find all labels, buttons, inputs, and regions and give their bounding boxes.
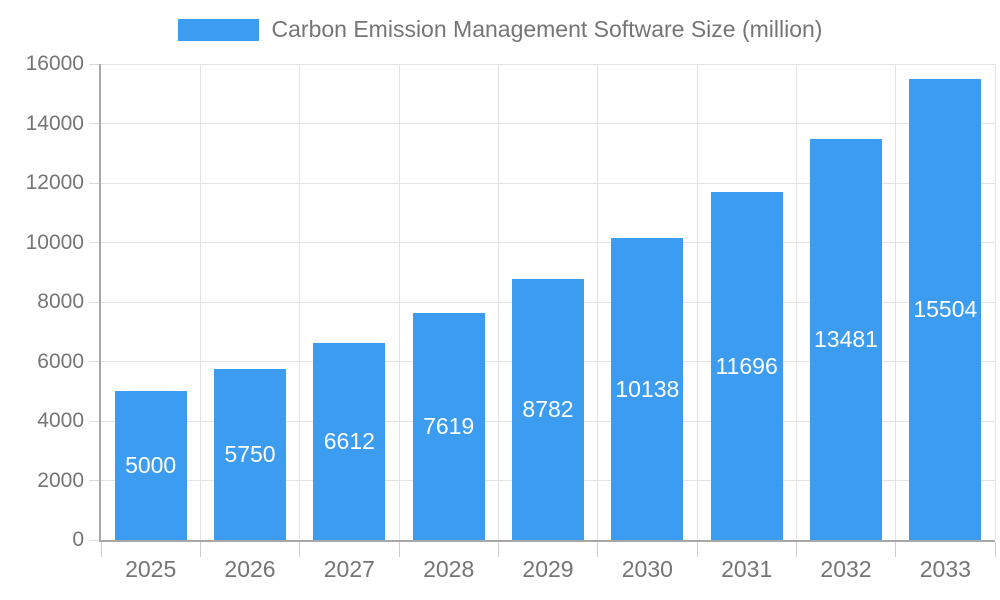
bar-value-label: 15504 xyxy=(913,295,978,322)
x-axis-tick-label: 2029 xyxy=(522,556,574,582)
y-axis-tick-label: 2000 xyxy=(37,468,84,492)
legend-swatch-icon xyxy=(177,18,259,41)
y-axis-tick-label: 16000 xyxy=(25,52,84,75)
bar-value-label: 5750 xyxy=(224,440,276,467)
bar-value-label: 10138 xyxy=(615,375,680,402)
x-axis-tick-label: 2028 xyxy=(423,556,475,582)
bar-value-label: 5000 xyxy=(125,452,177,479)
bar-2028[interactable]: 7619 xyxy=(412,313,485,540)
y-axis-tick-label: 0 xyxy=(72,528,84,551)
y-axis-tick xyxy=(89,63,99,65)
x-axis-tick xyxy=(398,542,400,557)
bar-2032[interactable]: 13481 xyxy=(810,138,882,540)
bar-2026[interactable]: 5750 xyxy=(214,368,286,540)
y-gridline xyxy=(101,242,995,243)
x-axis-tick xyxy=(597,542,599,557)
bar-value-label: 11696 xyxy=(715,352,778,379)
x-axis-tick-label: 2033 xyxy=(919,556,971,582)
y-axis-tick xyxy=(89,242,99,243)
plot-area: 0 2000 4000 6000 8000 10000 12000 14000 16000 202… xyxy=(26,52,996,582)
x-gridline xyxy=(299,64,301,540)
bar-2033[interactable]: 15504 xyxy=(909,78,982,540)
x-axis-tick xyxy=(100,542,102,557)
x-axis-tick xyxy=(994,542,996,557)
x-axis-tick xyxy=(497,542,499,557)
y-axis-tick xyxy=(89,123,99,124)
x-gridline xyxy=(795,64,797,540)
y-axis-tick-label: 12000 xyxy=(25,171,84,194)
bar-value-label: 8782 xyxy=(522,395,574,422)
bar-2030[interactable]: 10138 xyxy=(611,238,684,540)
y-axis-tick xyxy=(89,480,99,481)
bar-2029[interactable]: 8782 xyxy=(512,278,584,540)
x-gridline xyxy=(497,64,499,540)
bar-2025[interactable]: 5000 xyxy=(114,391,187,540)
x-axis-tick-label: 2026 xyxy=(224,556,276,582)
x-gridline xyxy=(597,64,599,540)
x-gridline xyxy=(994,64,996,540)
y-axis-tick xyxy=(89,420,99,422)
x-axis-tick-label: 2030 xyxy=(621,556,673,582)
bar-value-label: 13481 xyxy=(814,325,878,352)
legend-item[interactable]: Carbon Emission Management Software Size… xyxy=(177,16,823,43)
x-axis-tick-label: 2031 xyxy=(721,556,773,582)
bar-2027[interactable]: 6612 xyxy=(313,343,386,540)
y-gridline xyxy=(101,63,995,65)
x-axis-tick xyxy=(795,542,797,557)
x-axis-tick xyxy=(895,542,897,557)
y-axis-tick-label: 8000 xyxy=(37,290,84,313)
y-axis-tick xyxy=(89,301,99,303)
x-axis-tick-label: 2027 xyxy=(323,556,375,582)
y-axis-tick xyxy=(89,182,99,184)
y-gridline xyxy=(101,182,995,184)
legend: Carbon Emission Management Software Size… xyxy=(0,16,1000,43)
x-axis-tick xyxy=(696,542,698,557)
y-axis-tick xyxy=(89,539,99,541)
y-axis-tick-label: 10000 xyxy=(25,230,84,254)
bar-2031[interactable]: 11696 xyxy=(710,192,783,540)
y-axis-tick-label: 4000 xyxy=(37,409,84,432)
x-gridline xyxy=(895,64,897,540)
x-axis-tick xyxy=(199,542,201,557)
y-axis-tick-label: 14000 xyxy=(25,111,84,135)
x-gridline xyxy=(398,64,400,540)
bar-value-label: 7619 xyxy=(423,413,475,440)
x-axis-tick-label: 2025 xyxy=(125,556,177,582)
x-gridline xyxy=(199,64,201,540)
y-axis-tick-label: 6000 xyxy=(37,349,84,373)
y-axis-tick xyxy=(89,361,99,362)
x-gridline xyxy=(696,64,698,540)
x-axis-tick-label: 2032 xyxy=(820,556,872,582)
bar-value-label: 6612 xyxy=(323,428,375,455)
x-axis-tick xyxy=(299,542,301,557)
legend-label: Carbon Emission Management Software Size… xyxy=(271,16,823,42)
y-gridline xyxy=(101,123,995,124)
